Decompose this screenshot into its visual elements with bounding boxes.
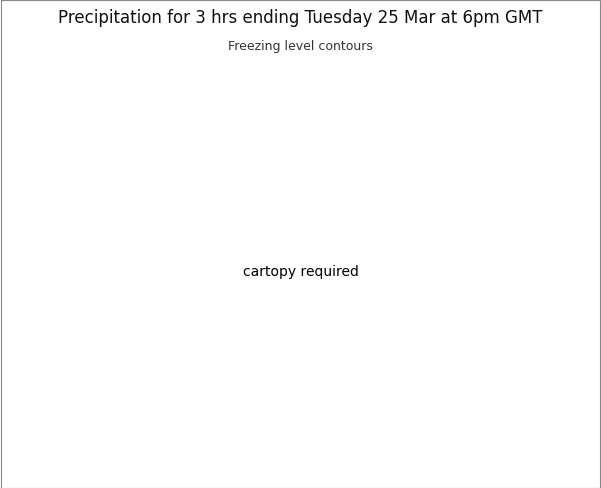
Text: Precipitation for 3 hrs ending Tuesday 25 Mar at 6pm GMT: Precipitation for 3 hrs ending Tuesday 2… bbox=[58, 9, 543, 27]
Text: cartopy required: cartopy required bbox=[243, 265, 358, 279]
Text: Freezing level contours: Freezing level contours bbox=[228, 40, 373, 53]
